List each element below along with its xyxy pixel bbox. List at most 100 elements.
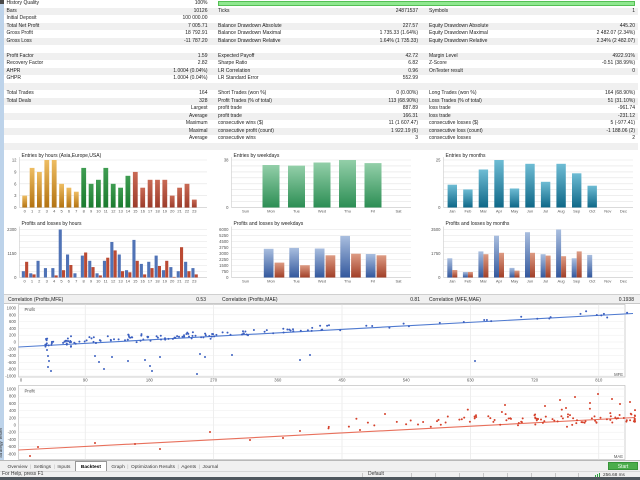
svg-text:18: 18	[155, 279, 160, 284]
svg-text:Sun: Sun	[242, 209, 249, 214]
svg-text:14: 14	[126, 209, 131, 214]
svg-text:360: 360	[274, 378, 282, 383]
svg-text:Thu: Thu	[344, 279, 351, 284]
svg-text:16: 16	[140, 209, 145, 214]
svg-text:0: 0	[24, 209, 27, 214]
svg-text:1000: 1000	[7, 387, 17, 392]
svg-text:25: 25	[436, 158, 441, 163]
svg-text:450: 450	[339, 378, 347, 383]
svg-text:17: 17	[148, 209, 153, 214]
svg-text:Sat: Sat	[395, 279, 402, 284]
svg-text:Oct: Oct	[589, 279, 596, 284]
svg-text:Dec: Dec	[620, 279, 627, 284]
svg-text:May: May	[511, 209, 519, 214]
svg-text:16: 16	[140, 279, 145, 284]
svg-text:400: 400	[9, 408, 17, 413]
svg-text:Aug: Aug	[558, 209, 565, 214]
svg-text:-1000: -1000	[5, 374, 16, 379]
svg-text:540: 540	[403, 378, 411, 383]
svg-text:Sep: Sep	[573, 279, 581, 284]
svg-text:3: 3	[46, 209, 49, 214]
svg-text:0: 0	[23, 279, 26, 284]
svg-text:4: 4	[53, 209, 56, 214]
svg-text:2250: 2250	[219, 257, 229, 262]
svg-text:MFE: MFE	[614, 372, 623, 377]
svg-text:2300: 2300	[7, 227, 17, 232]
svg-text:6000: 6000	[219, 227, 229, 232]
svg-text:0: 0	[14, 340, 17, 345]
svg-text:Apr: Apr	[496, 209, 503, 214]
svg-text:Mar: Mar	[480, 279, 488, 284]
svg-text:10: 10	[96, 279, 101, 284]
svg-text:Mar: Mar	[480, 209, 488, 214]
svg-text:7: 7	[75, 209, 78, 214]
svg-text:3: 3	[14, 193, 17, 198]
svg-text:800: 800	[9, 312, 17, 317]
svg-text:Feb: Feb	[464, 279, 472, 284]
svg-text:Thu: Thu	[344, 209, 351, 214]
svg-text:18: 18	[155, 209, 160, 214]
svg-text:Jun: Jun	[527, 209, 533, 214]
svg-text:2: 2	[38, 209, 41, 214]
svg-text:-800: -800	[8, 367, 17, 372]
svg-text:200: 200	[9, 415, 17, 420]
svg-text:Profits and losses by months: Profits and losses by months	[446, 221, 510, 227]
svg-text:5: 5	[60, 209, 63, 214]
svg-text:13: 13	[118, 209, 123, 214]
svg-text:630: 630	[467, 378, 475, 383]
svg-text:20: 20	[170, 209, 175, 214]
svg-text:Profit: Profit	[25, 389, 36, 394]
svg-text:10: 10	[96, 209, 101, 214]
svg-text:0: 0	[226, 205, 229, 210]
svg-text:5: 5	[60, 279, 63, 284]
svg-text:Feb: Feb	[464, 209, 472, 214]
svg-text:4: 4	[53, 279, 56, 284]
svg-text:Fri: Fri	[371, 279, 376, 284]
svg-text:0: 0	[438, 205, 441, 210]
svg-text:Jul: Jul	[543, 279, 548, 284]
svg-text:0: 0	[14, 423, 17, 428]
svg-text:21: 21	[177, 209, 182, 214]
svg-text:Apr: Apr	[496, 279, 503, 284]
svg-text:3750: 3750	[219, 245, 229, 250]
svg-text:720: 720	[531, 378, 539, 383]
svg-text:Oct: Oct	[589, 209, 596, 214]
svg-text:9: 9	[90, 279, 93, 284]
svg-text:15: 15	[133, 279, 138, 284]
svg-text:Profits and losses by weekdays: Profits and losses by weekdays	[234, 221, 304, 227]
svg-text:0: 0	[438, 275, 441, 280]
svg-text:Jan: Jan	[449, 209, 455, 214]
svg-text:Aug: Aug	[558, 279, 565, 284]
svg-text:11: 11	[104, 279, 109, 284]
svg-text:21: 21	[177, 279, 182, 284]
svg-text:Jan: Jan	[449, 279, 455, 284]
svg-text:-200: -200	[8, 430, 17, 435]
svg-text:Sun: Sun	[242, 279, 249, 284]
svg-text:-600: -600	[8, 360, 17, 365]
svg-text:13: 13	[118, 279, 123, 284]
svg-text:19: 19	[162, 279, 167, 284]
svg-text:1150: 1150	[7, 251, 17, 256]
svg-text:23: 23	[192, 279, 197, 284]
svg-text:Fri: Fri	[371, 209, 376, 214]
svg-text:Profits and losses by hours: Profits and losses by hours	[22, 221, 83, 227]
svg-text:600: 600	[9, 401, 17, 406]
svg-text:5250: 5250	[219, 233, 229, 238]
svg-text:3000: 3000	[219, 251, 229, 256]
svg-text:22: 22	[185, 279, 190, 284]
svg-text:270: 270	[210, 378, 218, 383]
svg-text:Tue: Tue	[293, 279, 301, 284]
svg-text:4500: 4500	[219, 239, 229, 244]
svg-text:400: 400	[9, 326, 17, 331]
svg-text:1500: 1500	[219, 263, 229, 268]
svg-text:6: 6	[14, 181, 17, 186]
svg-text:MAE: MAE	[614, 454, 623, 459]
svg-text:17: 17	[148, 279, 153, 284]
svg-text:810: 810	[595, 378, 603, 383]
svg-text:12: 12	[12, 158, 17, 163]
svg-text:May: May	[511, 279, 519, 284]
svg-text:12: 12	[111, 279, 116, 284]
svg-text:6: 6	[68, 279, 71, 284]
svg-text:Sep: Sep	[573, 209, 581, 214]
svg-text:Sat: Sat	[395, 209, 402, 214]
